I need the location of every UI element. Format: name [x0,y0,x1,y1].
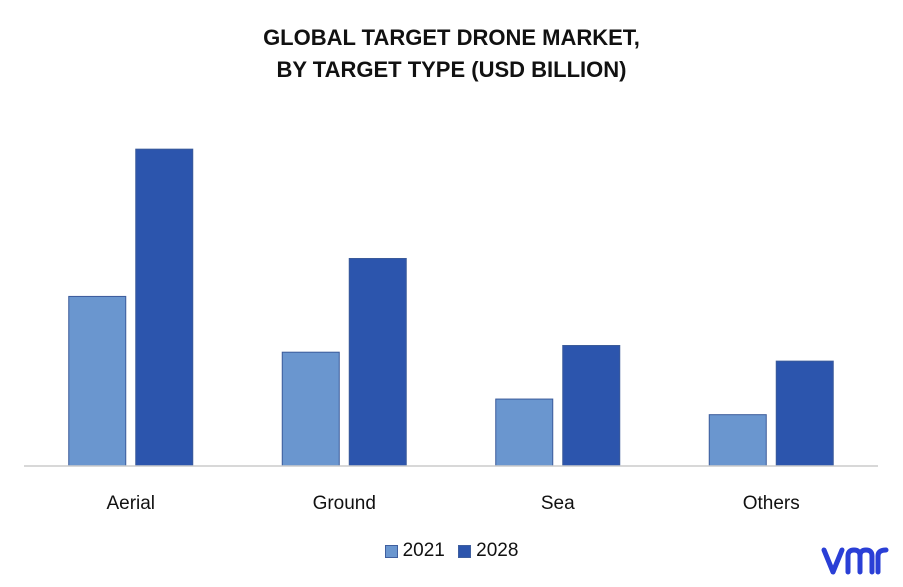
bar-others-2021 [708,414,767,467]
legend-label-2028: 2028 [476,540,519,561]
legend-item-2028: 2028 [458,540,518,562]
x-tick-label-ground: Ground [313,493,376,514]
bar-aerial-2028 [135,148,194,467]
x-tick-labels: Aerial Ground Sea Others [106,493,799,514]
legend-swatch-2028 [458,544,472,558]
bar-ground-2021 [281,351,340,467]
bar-sea-2028 [562,345,621,467]
x-tick-label-aerial: Aerial [106,493,155,514]
x-tick-label-others: Others [743,493,800,514]
bar-sea-2021 [495,398,554,467]
chart-subtitle: BY TARGET TYPE (USD BILLION) [276,57,627,82]
bar-aerial-2021 [68,295,127,467]
legend-swatch-2021 [384,544,398,558]
bar-others-2028 [775,360,834,467]
legend: 2021 2028 [0,540,903,564]
vmr-logo: vmr [821,547,889,575]
legend-label-2021: 2021 [402,540,445,561]
legend-item-2021: 2021 [384,540,445,562]
chart-title-line1: GLOBAL TARGET DRONE MARKET, [263,25,640,50]
bars-group [68,148,834,467]
x-tick-label-sea: Sea [541,493,575,514]
chart-title: GLOBAL TARGET DRONE MARKET, BY TARGET TY… [0,22,903,86]
bar-ground-2028 [348,257,407,467]
